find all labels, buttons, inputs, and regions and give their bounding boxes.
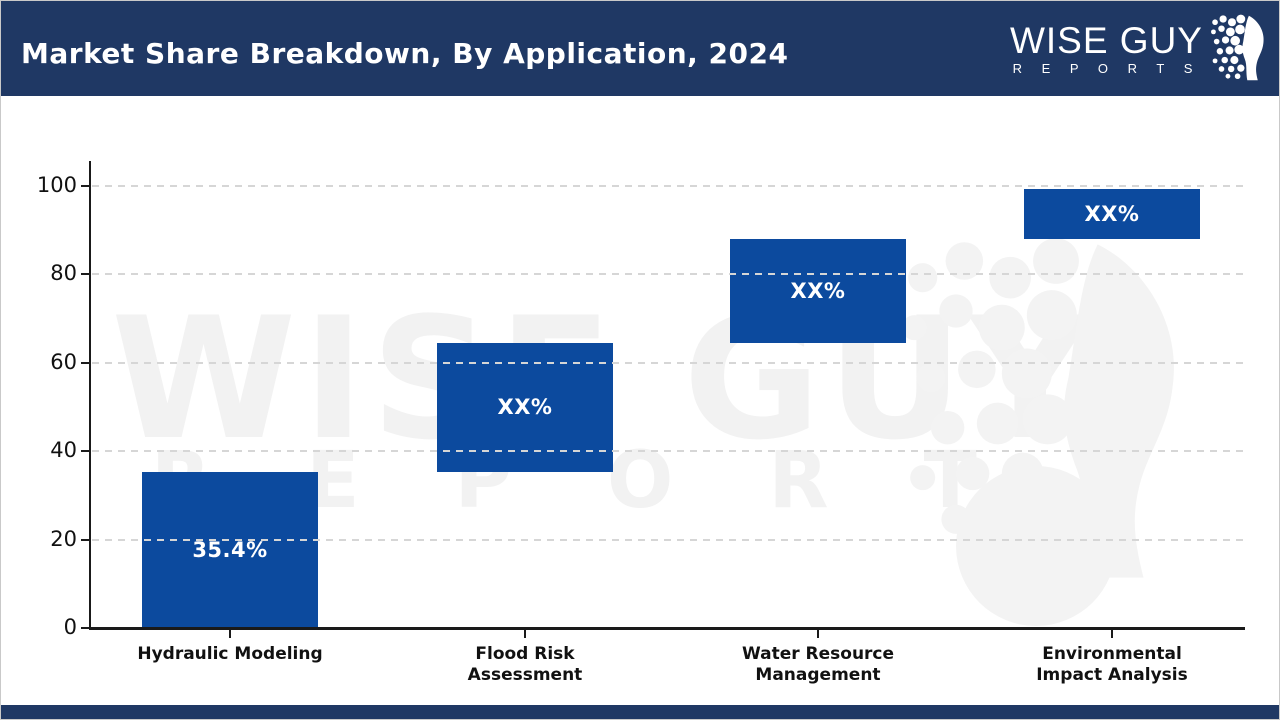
category-label: Environmental Impact Analysis: [1036, 644, 1188, 686]
y-axis-tick-label: 0: [63, 615, 77, 639]
y-axis-tick: [81, 538, 90, 541]
x-axis-spine: [89, 627, 1245, 630]
watermark-head-icon: [901, 238, 1174, 578]
bar-segment: [1024, 189, 1200, 240]
bar-value-label: XX%: [790, 278, 846, 303]
bar-value-label: XX%: [497, 395, 553, 420]
brand-logo: WISE GUY R E P O R T S: [1010, 9, 1265, 87]
y-axis-tick-label: 60: [50, 349, 77, 374]
category-label: Hydraulic Modeling: [137, 644, 323, 664]
gridline: [92, 450, 1244, 453]
header-bar: Market Share Breakdown, By Application, …: [1, 1, 1279, 96]
brand-subtitle: R E P O R T S: [1012, 60, 1201, 76]
x-axis-tick: [1111, 630, 1113, 638]
y-axis-tick-label: 40: [50, 438, 77, 463]
gridline: [92, 273, 1244, 276]
y-axis-tick-label: 100: [36, 173, 77, 197]
category-label: Flood Risk Assessment: [467, 644, 583, 686]
brand-logo-text: WISE GUY R E P O R T S: [1010, 22, 1203, 75]
brand-name: WISE GUY: [1009, 19, 1203, 61]
brand-head-icon: [1211, 14, 1264, 81]
x-axis-tick: [524, 630, 526, 638]
y-axis-tick-label: 20: [50, 526, 77, 551]
chart-title: Market Share Breakdown, By Application, …: [21, 37, 789, 70]
y-axis-tick-label: 80: [50, 261, 77, 286]
y-axis-tick: [81, 273, 90, 276]
x-axis-tick: [229, 630, 231, 638]
y-axis-tick: [81, 627, 90, 629]
footer-bar: [1, 705, 1279, 719]
plot-area: WISE GUY R E P O R T S 35.4% XX% XX% XX% 0 20…: [1, 96, 1279, 707]
y-axis-tick: [81, 361, 90, 364]
bar-value-label: XX%: [1084, 202, 1140, 227]
gridline: [92, 361, 1244, 364]
y-axis-tick: [81, 450, 90, 453]
x-axis-tick: [817, 630, 819, 638]
gridline: [92, 538, 1244, 541]
bar-segment: [730, 239, 906, 343]
bar-segment: [142, 471, 318, 628]
bar-value-label: 35.4%: [192, 537, 268, 562]
y-axis-tick: [81, 185, 90, 187]
y-axis-spine: [89, 161, 91, 629]
bar-segment: [437, 342, 613, 472]
gridline: [92, 185, 1244, 187]
category-label: Water Resource Management: [741, 644, 895, 686]
